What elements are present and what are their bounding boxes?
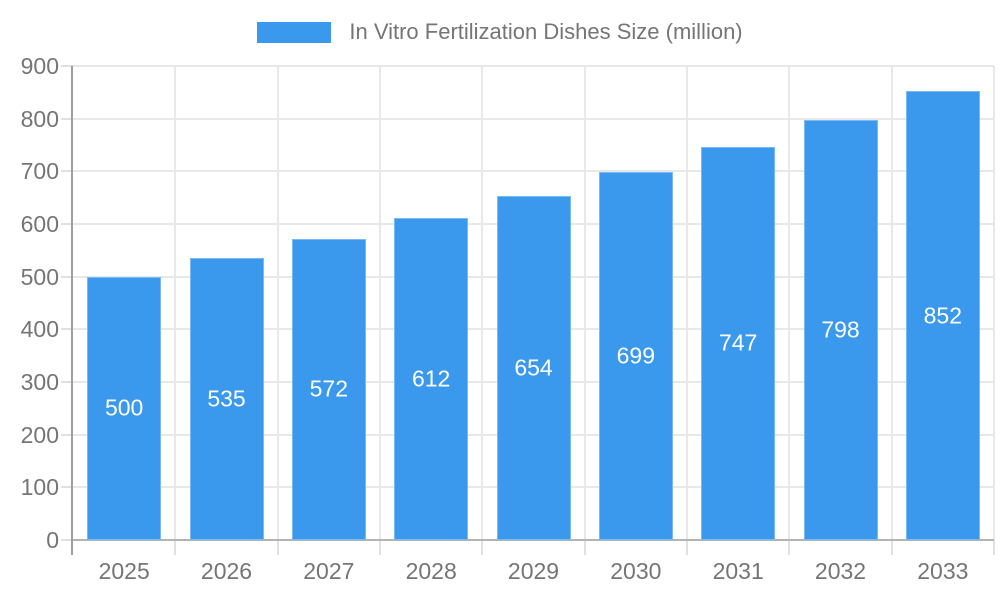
bar-value-label: 798 bbox=[821, 316, 860, 343]
bar-value-label: 699 bbox=[616, 342, 656, 369]
gridline-h bbox=[73, 117, 994, 120]
x-axis-label: 2032 bbox=[814, 558, 867, 584]
x-tick bbox=[379, 540, 381, 555]
y-tick bbox=[61, 433, 73, 436]
x-tick bbox=[481, 540, 484, 555]
bar-value-label: 852 bbox=[923, 302, 963, 329]
bar[interactable] bbox=[87, 276, 162, 540]
gridline-v bbox=[890, 66, 893, 540]
y-tick bbox=[61, 170, 73, 173]
bar[interactable] bbox=[394, 217, 469, 540]
x-axis-label: 2030 bbox=[610, 558, 662, 584]
x-tick bbox=[788, 540, 791, 555]
bar-value-label: 612 bbox=[411, 365, 451, 392]
legend-swatch bbox=[257, 21, 332, 43]
x-tick bbox=[686, 540, 688, 555]
y-axis-line bbox=[71, 66, 73, 555]
y-axis-label: 300 bbox=[20, 369, 59, 395]
bar-value-label: 654 bbox=[514, 354, 553, 381]
y-tick bbox=[61, 223, 73, 225]
gridline-v bbox=[993, 66, 995, 540]
x-tick bbox=[583, 540, 586, 555]
bar-value-label: 500 bbox=[104, 394, 144, 421]
gridline-v bbox=[379, 66, 381, 540]
y-tick bbox=[61, 381, 73, 383]
gridline-v bbox=[583, 66, 586, 540]
gridline-v bbox=[276, 66, 279, 540]
gridline-v bbox=[788, 66, 791, 540]
x-axis-baseline bbox=[73, 539, 994, 541]
bar-value-label: 747 bbox=[718, 329, 758, 356]
y-axis-label: 500 bbox=[20, 263, 59, 290]
x-axis-label: 2033 bbox=[917, 558, 969, 584]
y-axis-label: 100 bbox=[20, 474, 59, 501]
y-axis-label: 0 bbox=[46, 527, 59, 553]
x-tick bbox=[993, 540, 995, 555]
y-axis-label: 600 bbox=[20, 211, 59, 237]
y-tick bbox=[61, 486, 73, 489]
gridline-h bbox=[73, 170, 994, 173]
legend-item[interactable]: In Vitro Fertilization Dishes Size (mill… bbox=[0, 19, 1000, 44]
bar[interactable] bbox=[701, 146, 776, 540]
x-axis-label: 2028 bbox=[405, 558, 457, 584]
gridline-v bbox=[174, 66, 177, 540]
y-tick bbox=[61, 328, 73, 331]
x-tick bbox=[174, 540, 177, 555]
bar-value-label: 572 bbox=[309, 375, 349, 402]
y-tick bbox=[61, 275, 73, 278]
x-tick bbox=[276, 540, 279, 555]
y-axis-label: 700 bbox=[20, 158, 59, 185]
bar[interactable] bbox=[905, 91, 980, 540]
legend-label: In Vitro Fertilization Dishes Size (mill… bbox=[349, 19, 743, 44]
x-axis-label: 2025 bbox=[98, 558, 150, 584]
gridline-h bbox=[73, 65, 994, 67]
gridline-v bbox=[481, 66, 484, 540]
y-tick bbox=[61, 65, 73, 67]
y-axis-label: 800 bbox=[20, 105, 59, 132]
gridline-v bbox=[686, 66, 688, 540]
bar[interactable] bbox=[189, 258, 264, 540]
bar[interactable] bbox=[803, 119, 878, 540]
x-tick bbox=[890, 540, 893, 555]
x-axis-label: 2031 bbox=[712, 558, 764, 584]
y-axis-label: 900 bbox=[20, 53, 59, 79]
bar[interactable] bbox=[496, 195, 571, 540]
x-axis-label: 2027 bbox=[303, 558, 355, 584]
y-axis-label: 400 bbox=[20, 316, 59, 343]
x-axis-label: 2026 bbox=[200, 558, 253, 584]
bar[interactable] bbox=[598, 171, 673, 540]
y-tick bbox=[61, 117, 73, 120]
y-axis-label: 200 bbox=[20, 421, 59, 448]
y-tick bbox=[61, 539, 73, 541]
bar-value-label: 535 bbox=[207, 385, 246, 412]
bar[interactable] bbox=[291, 238, 366, 540]
x-axis-label: 2029 bbox=[507, 558, 560, 584]
